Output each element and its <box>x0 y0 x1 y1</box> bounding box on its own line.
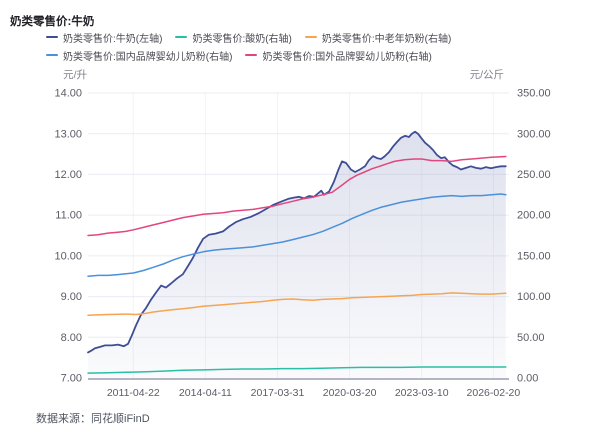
legend-label-middle_aged_powder: 奶类零售价:中老年奶粉(右轴) <box>321 33 452 45</box>
series-area-milk <box>88 131 506 378</box>
legend-swatch-middle_aged_powder <box>304 35 317 39</box>
legend-row-0: 奶类零售价:牛奶(左轴) 奶类零售价:酸奶(右轴) 奶类零售价:中老年奶粉(右轴) <box>46 28 464 46</box>
left-axis-tick-label: 14.00 <box>54 88 82 100</box>
right-axis-tick-label: 50.00 <box>517 332 545 344</box>
x-axis-tick-label: 2014-04-11 <box>179 387 232 399</box>
left-axis-tick-label: 9.00 <box>61 291 82 303</box>
chart-legend: 奶类零售价:牛奶(左轴) 奶类零售价:酸奶(右轴) 奶类零售价:中老年奶粉(右轴) 奶… <box>46 28 464 64</box>
data-source: 数据来源：同花顺iFinD <box>36 413 150 425</box>
left-axis-tick-label: 13.00 <box>54 128 82 140</box>
x-axis-tick-label: 2026-02-20 <box>467 387 521 399</box>
legend-swatch-yogurt <box>175 35 188 39</box>
left-axis-tick-label: 11.00 <box>55 210 82 222</box>
legend-label-yogurt: 奶类零售价:酸奶(右轴) <box>192 33 292 45</box>
legend-item-foreign_infant_powder[interactable]: 奶类零售价:国外品牌婴幼儿奶粉(右轴) <box>245 48 432 63</box>
left-axis-tick-label: 7.00 <box>61 373 82 385</box>
right-axis-tick-label: 150.00 <box>517 251 551 263</box>
legend-item-yogurt[interactable]: 奶类零售价:酸奶(右轴) <box>175 30 292 45</box>
left-axis-tick-label: 12.00 <box>54 169 82 181</box>
right-axis-tick-label: 350.00 <box>517 88 551 100</box>
right-axis-tick-label: 200.00 <box>517 210 551 222</box>
left-axis-unit: 元/升 <box>63 69 87 81</box>
legend-label-foreign_infant_powder: 奶类零售价:国外品牌婴幼儿奶粉(右轴) <box>262 51 432 63</box>
legend-label-milk: 奶类零售价:牛奶(左轴) <box>63 33 163 45</box>
x-axis-tick-label: 2011-04-22 <box>107 387 160 399</box>
legend-swatch-domestic_infant_powder <box>46 53 58 57</box>
x-axis-tick-label: 2017-03-31 <box>251 387 305 399</box>
x-axis-tick-label: 2020-03-20 <box>323 387 377 399</box>
legend-item-domestic_infant_powder[interactable]: 奶类零售价:国内品牌婴幼儿奶粉(右轴) <box>46 48 232 63</box>
right-axis-unit: 元/公斤 <box>469 69 504 81</box>
left-axis-tick-label: 8.00 <box>61 332 82 344</box>
right-axis-tick-label: 250.00 <box>517 169 551 181</box>
right-axis-tick-label: 300.00 <box>517 128 551 140</box>
series-line-foreign_infant_powder <box>87 155 507 237</box>
right-axis-tick-label: 0.00 <box>517 373 538 385</box>
x-axis-tick-label: 2023-03-10 <box>395 387 449 399</box>
legend-label-domestic_infant_powder: 奶类零售价:国内品牌婴幼儿奶粉(右轴) <box>63 51 233 63</box>
series-line-middle_aged_powder <box>87 292 507 317</box>
legend-swatch-milk <box>46 35 58 39</box>
series-line-yogurt <box>87 366 507 374</box>
series-line-domestic_infant_powder <box>87 193 507 277</box>
left-axis-tick-label: 10.00 <box>54 251 82 263</box>
chart-title: 奶类零售价:牛奶 <box>10 16 95 28</box>
legend-item-milk[interactable]: 奶类零售价:牛奶(左轴) <box>46 30 162 45</box>
legend-item-middle_aged_powder[interactable]: 奶类零售价:中老年奶粉(右轴) <box>304 30 452 45</box>
legend-row-1: 奶类零售价:国内品牌婴幼儿奶粉(右轴) 奶类零售价:国外品牌婴幼儿奶粉(右轴) <box>46 46 464 64</box>
right-axis-tick-label: 100.00 <box>517 291 551 303</box>
legend-swatch-foreign_infant_powder <box>245 53 258 57</box>
